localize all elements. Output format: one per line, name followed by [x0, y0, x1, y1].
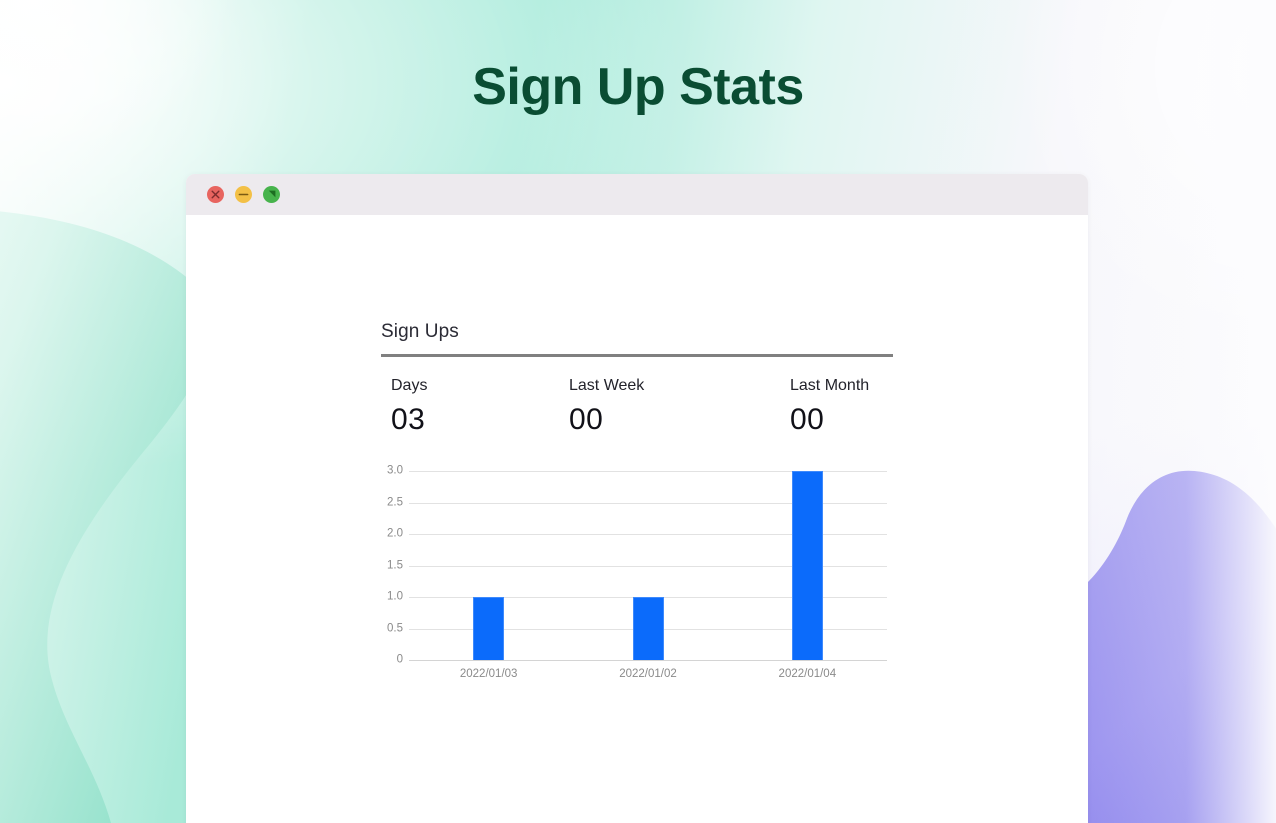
page-title: Sign Up Stats — [472, 58, 804, 116]
decorative-mint-blob — [0, 188, 400, 823]
stat-label: Last Month — [790, 377, 870, 394]
chart-gridline — [409, 534, 887, 535]
window-titlebar[interactable] — [186, 174, 1088, 215]
chart-gridline — [409, 502, 887, 504]
stat-value: 03 — [391, 403, 426, 436]
y-axis-tick-label: 1.0 — [387, 590, 403, 603]
x-axis-tick-label: 2022/01/04 — [778, 668, 837, 680]
stat-days: Days 03 — [391, 378, 427, 435]
chart-gridline — [409, 660, 887, 661]
stat-label: Last Week — [569, 377, 645, 394]
sign-ups-card: Sign Ups Days 03 Last Week 00 Last Month… — [381, 322, 893, 682]
browser-window: Sign Ups Days 03 Last Week 00 Last Month… — [186, 174, 1088, 823]
y-axis-tick-label: 1.5 — [387, 558, 403, 571]
stat-value: 00 — [569, 403, 604, 436]
y-axis-tick-label: 0 — [396, 653, 403, 666]
minimize-icon[interactable] — [235, 186, 252, 203]
y-axis-tick-label: 2.5 — [387, 495, 403, 508]
chart-plot-area: 0 0.5 1.0 1.5 2.0 2.5 3.0 2022/01/03 2022/01/02 2… — [387, 465, 887, 680]
stat-last-month: Last Month 00 — [790, 378, 869, 435]
stat-label: Days — [391, 377, 428, 394]
chart-gridline — [409, 565, 887, 567]
chart-bar[interactable] — [791, 471, 823, 660]
y-axis-tick-label: 3.0 — [387, 464, 403, 477]
chart-bar[interactable] — [632, 597, 664, 660]
stat-last-week: Last Week 00 — [569, 378, 644, 435]
maximize-icon[interactable] — [263, 186, 280, 203]
x-axis-tick-label: 2022/01/02 — [619, 668, 677, 680]
x-axis-tick-label: 2022/01/03 — [459, 668, 518, 680]
card-title: Sign Ups — [381, 321, 459, 342]
window-content: Sign Ups Days 03 Last Week 00 Last Month… — [186, 215, 1088, 823]
y-axis-tick-label: 0.5 — [387, 621, 403, 634]
chart-bar[interactable] — [473, 597, 505, 660]
card-divider — [381, 354, 893, 357]
stats-row: Days 03 Last Week 00 Last Month 00 — [381, 378, 893, 454]
background-highlight-bottom-right — [1076, 0, 1276, 823]
sign-ups-bar-chart: 0 0.5 1.0 1.5 2.0 2.5 3.0 2022/01/03 2022/01/02 2… — [381, 460, 893, 682]
chart-gridline — [409, 471, 887, 472]
stat-value: 00 — [790, 403, 825, 436]
close-icon[interactable] — [207, 186, 224, 203]
y-axis-tick-label: 2.0 — [387, 527, 403, 540]
